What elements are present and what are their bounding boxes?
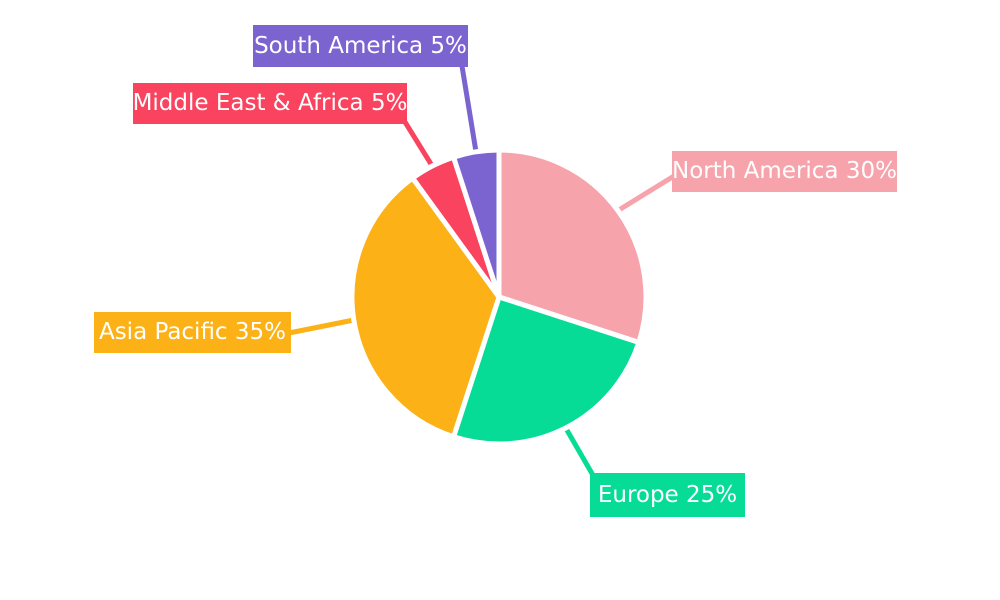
slice-label-south-america: South America 5% [253, 25, 468, 67]
slice-label-text: Middle East & Africa 5% [132, 90, 408, 116]
slice-label-text: North America 30% [672, 158, 897, 184]
leader-line-north-america [616, 173, 676, 213]
leader-line-south-america [459, 65, 479, 153]
leader-line-middle-east-africa [402, 120, 435, 168]
leader-line-europe [563, 426, 597, 479]
slice-label-middle-east-africa: Middle East & Africa 5% [133, 83, 407, 124]
pie-slice-south-america [451, 147, 502, 300]
slice-label-text: Asia Pacific 35% [98, 319, 287, 345]
leader-line-asia-pacific [288, 317, 355, 336]
pie-slice-north-america [496, 147, 649, 345]
slice-label-text: South America 5% [254, 32, 467, 59]
slice-label-text: Europe 25% [597, 481, 738, 508]
pie-slice-europe [451, 294, 642, 447]
pie-slice-asia-pacific [349, 175, 502, 440]
slice-label-europe: Europe 25% [590, 473, 745, 517]
slice-label-north-america: North America 30% [672, 151, 897, 192]
slice-label-asia-pacific: Asia Pacific 35% [94, 312, 291, 353]
